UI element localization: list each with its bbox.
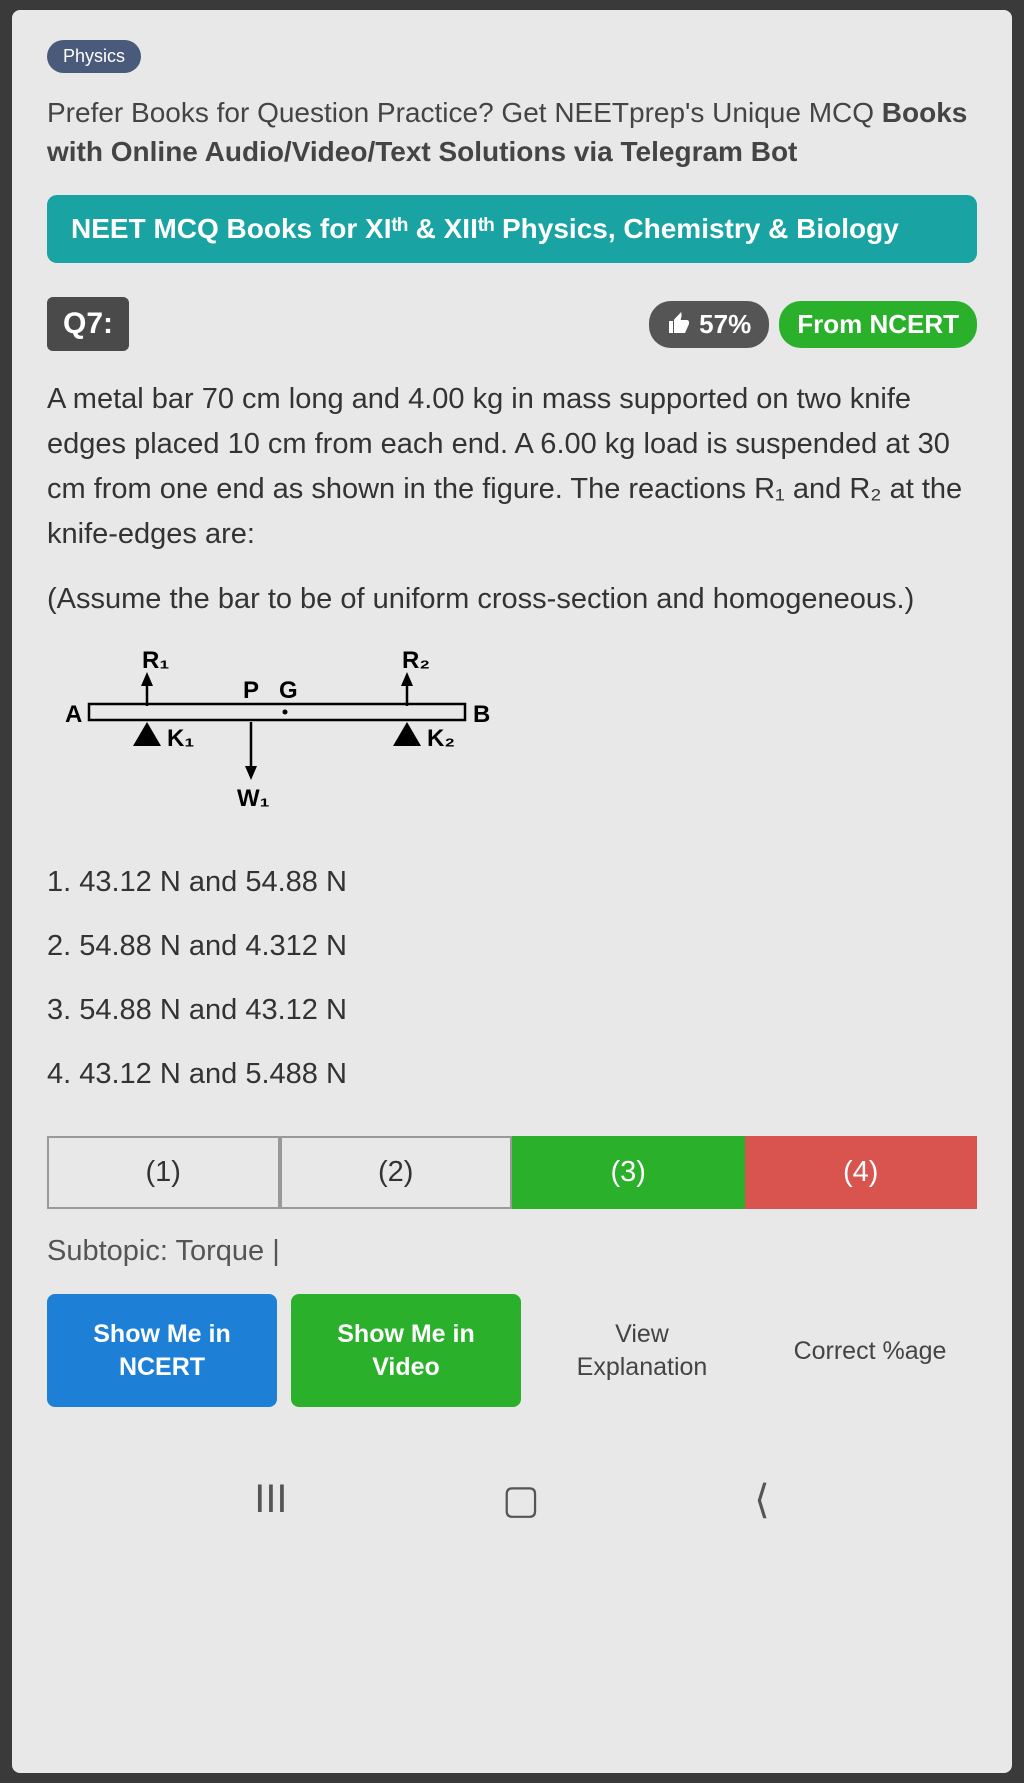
- question-badges: 57% From NCERT: [649, 301, 977, 348]
- label-k1: K₁: [167, 725, 194, 752]
- option-2[interactable]: 2. 54.88 N and 4.312 N: [47, 915, 977, 979]
- promo-text: Prefer Books for Question Practice? Get …: [47, 93, 977, 171]
- label-p: P: [243, 677, 259, 704]
- from-ncert-badge[interactable]: From NCERT: [779, 301, 977, 348]
- label-a: A: [65, 701, 82, 728]
- mcq-books-banner[interactable]: NEET MCQ Books for XIᵗʰ & XIIᵗʰ Physics,…: [47, 195, 977, 263]
- home-icon[interactable]: ▢: [502, 1477, 540, 1523]
- question-number: Q7:: [47, 297, 129, 351]
- subtopic-value: Torque |: [175, 1235, 279, 1267]
- option-3[interactable]: 3. 54.88 N and 43.12 N: [47, 979, 977, 1043]
- label-g: G: [279, 677, 298, 704]
- ncert-l1: Show Me in: [93, 1318, 231, 1351]
- video-l2: Video: [372, 1351, 440, 1384]
- assume-text: (Assume the bar to be of uniform cross-s…: [47, 583, 977, 616]
- answer-1[interactable]: (1): [47, 1136, 280, 1209]
- show-ncert-button[interactable]: Show Me in NCERT: [47, 1294, 277, 1407]
- question-header: Q7: 57% From NCERT: [47, 297, 977, 351]
- options-list: 1. 43.12 N and 54.88 N 2. 54.88 N and 4.…: [47, 851, 977, 1106]
- show-video-button[interactable]: Show Me in Video: [291, 1294, 521, 1407]
- label-b: B: [473, 701, 490, 728]
- bar-diagram: R₁ R₂ A B K₁ K₂ P G W₁: [47, 646, 977, 821]
- option-4[interactable]: 4. 43.12 N and 5.488 N: [47, 1043, 977, 1107]
- promo-line1: Prefer Books for Question Practice? Get …: [47, 97, 874, 128]
- android-navbar: III ▢ ⟨: [47, 1447, 977, 1553]
- percent-text: 57%: [699, 309, 751, 340]
- answer-row: (1) (2) (3) (4): [47, 1136, 977, 1209]
- physics-tag[interactable]: Physics: [47, 40, 141, 73]
- answer-3[interactable]: (3): [512, 1136, 745, 1209]
- subtopic-label: Subtopic:: [47, 1235, 168, 1267]
- answer-4[interactable]: (4): [745, 1136, 978, 1209]
- label-r2: R₂: [402, 647, 430, 674]
- answer-2[interactable]: (2): [280, 1136, 513, 1209]
- view-explanation-button[interactable]: View Explanation: [535, 1294, 749, 1407]
- subtopic: Subtopic: Torque |: [47, 1235, 977, 1268]
- app-screen: Physics Prefer Books for Question Practi…: [12, 10, 1012, 1773]
- action-row: Show Me in NCERT Show Me in Video View E…: [47, 1294, 977, 1407]
- recents-icon[interactable]: III: [254, 1477, 287, 1523]
- question-text: A metal bar 70 cm long and 4.00 kg in ma…: [47, 377, 977, 557]
- option-1[interactable]: 1. 43.12 N and 54.88 N: [47, 851, 977, 915]
- ncert-l2: NCERT: [119, 1351, 205, 1384]
- label-k2: K₂: [427, 725, 455, 752]
- back-icon[interactable]: ⟨: [754, 1477, 770, 1523]
- like-percent-badge[interactable]: 57%: [649, 301, 769, 348]
- label-r1: R₁: [142, 647, 169, 674]
- correct-percent-button[interactable]: Correct %age: [763, 1294, 977, 1407]
- thumbs-up-icon: [667, 312, 691, 336]
- video-l1: Show Me in: [337, 1318, 475, 1351]
- label-w1: W₁: [237, 785, 270, 812]
